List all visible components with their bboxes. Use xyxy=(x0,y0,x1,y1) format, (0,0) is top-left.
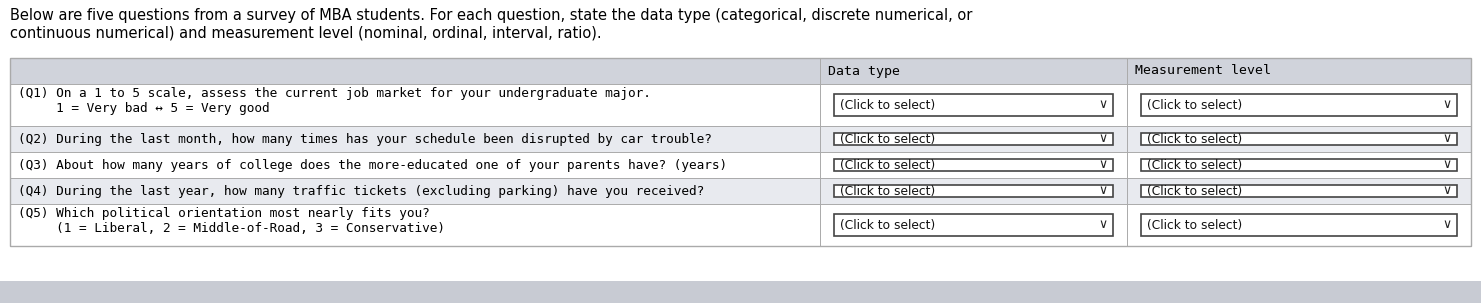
Bar xyxy=(1140,214,1457,236)
Text: Measurement level: Measurement level xyxy=(1134,65,1271,78)
Text: (Click to select): (Click to select) xyxy=(840,158,935,171)
Text: ∨: ∨ xyxy=(1099,185,1108,198)
Text: (1 = Liberal, 2 = Middle-of-Road, 3 = Conservative): (1 = Liberal, 2 = Middle-of-Road, 3 = Co… xyxy=(18,222,444,235)
Text: ∨: ∨ xyxy=(1442,132,1451,145)
Bar xyxy=(10,58,1471,84)
Bar xyxy=(834,214,1114,236)
Text: (Q3) About how many years of college does the more-educated one of your parents : (Q3) About how many years of college doe… xyxy=(18,158,727,171)
Text: ∨: ∨ xyxy=(1099,218,1108,231)
Text: (Q2) During the last month, how many times has your schedule been disrupted by c: (Q2) During the last month, how many tim… xyxy=(18,132,712,145)
Text: (Click to select): (Click to select) xyxy=(1146,185,1243,198)
Text: (Q4) During the last year, how many traffic tickets (excluding parking) have you: (Q4) During the last year, how many traf… xyxy=(18,185,705,198)
Text: ∨: ∨ xyxy=(1099,98,1108,112)
Text: (Click to select): (Click to select) xyxy=(840,185,935,198)
Text: (Click to select): (Click to select) xyxy=(840,218,935,231)
Text: ∨: ∨ xyxy=(1099,132,1108,145)
Bar xyxy=(1140,94,1457,116)
Text: (Q5) Which political orientation most nearly fits you?: (Q5) Which political orientation most ne… xyxy=(18,207,429,220)
Text: (Click to select): (Click to select) xyxy=(1146,98,1243,112)
Bar xyxy=(0,281,1481,303)
Bar xyxy=(1140,133,1457,145)
Bar xyxy=(834,185,1114,197)
Text: ∨: ∨ xyxy=(1442,218,1451,231)
Bar xyxy=(10,152,1471,178)
Text: (Q1) On a 1 to 5 scale, assess the current job market for your undergraduate maj: (Q1) On a 1 to 5 scale, assess the curre… xyxy=(18,87,650,100)
Bar xyxy=(834,133,1114,145)
Text: (Click to select): (Click to select) xyxy=(1146,218,1243,231)
Bar xyxy=(10,126,1471,152)
Text: ∨: ∨ xyxy=(1442,185,1451,198)
Text: (Click to select): (Click to select) xyxy=(840,98,935,112)
Text: 1 = Very bad ↔ 5 = Very good: 1 = Very bad ↔ 5 = Very good xyxy=(18,102,270,115)
Text: ∨: ∨ xyxy=(1442,98,1451,112)
Bar xyxy=(834,159,1114,171)
Text: continuous numerical) and measurement level (nominal, ordinal, interval, ratio).: continuous numerical) and measurement le… xyxy=(10,26,601,41)
Text: (Click to select): (Click to select) xyxy=(1146,132,1243,145)
Text: ∨: ∨ xyxy=(1442,158,1451,171)
Text: (Click to select): (Click to select) xyxy=(1146,158,1243,171)
Bar xyxy=(10,178,1471,204)
Text: Data type: Data type xyxy=(828,65,900,78)
Bar xyxy=(10,58,1471,246)
Text: (Click to select): (Click to select) xyxy=(840,132,935,145)
Text: ∨: ∨ xyxy=(1099,158,1108,171)
Bar xyxy=(10,204,1471,246)
Bar xyxy=(834,94,1114,116)
Text: Below are five questions from a survey of MBA students. For each question, state: Below are five questions from a survey o… xyxy=(10,8,973,23)
Bar xyxy=(1140,159,1457,171)
Bar xyxy=(1140,185,1457,197)
Bar xyxy=(10,84,1471,126)
